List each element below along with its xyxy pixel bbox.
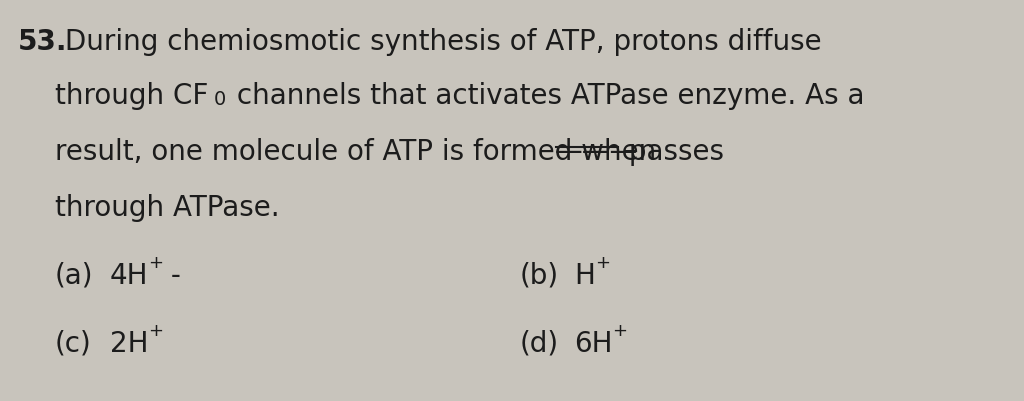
- Text: through CF: through CF: [55, 82, 208, 110]
- Text: 0: 0: [214, 90, 226, 109]
- Text: +: +: [148, 321, 163, 339]
- Text: channels that activates ATPase enzyme. As a: channels that activates ATPase enzyme. A…: [228, 82, 864, 110]
- Text: -: -: [162, 261, 181, 289]
- Text: (c): (c): [55, 329, 92, 357]
- Text: (a): (a): [55, 261, 93, 289]
- Text: 4H: 4H: [110, 261, 148, 289]
- Text: +: +: [612, 321, 627, 339]
- Text: ———: ———: [555, 138, 638, 166]
- Text: +: +: [148, 253, 163, 271]
- Text: +: +: [595, 253, 610, 271]
- Text: 53.: 53.: [18, 28, 68, 56]
- Text: (d): (d): [520, 329, 559, 357]
- Text: H: H: [574, 261, 595, 289]
- Text: through ATPase.: through ATPase.: [55, 194, 280, 221]
- Text: (b): (b): [520, 261, 559, 289]
- Text: During chemiosmotic synthesis of ATP, protons diffuse: During chemiosmotic synthesis of ATP, pr…: [56, 28, 821, 56]
- Text: 6H: 6H: [574, 329, 612, 357]
- Text: passes: passes: [620, 138, 724, 166]
- Text: result, one molecule of ATP is formed when: result, one molecule of ATP is formed wh…: [55, 138, 656, 166]
- Text: 2H: 2H: [110, 329, 148, 357]
